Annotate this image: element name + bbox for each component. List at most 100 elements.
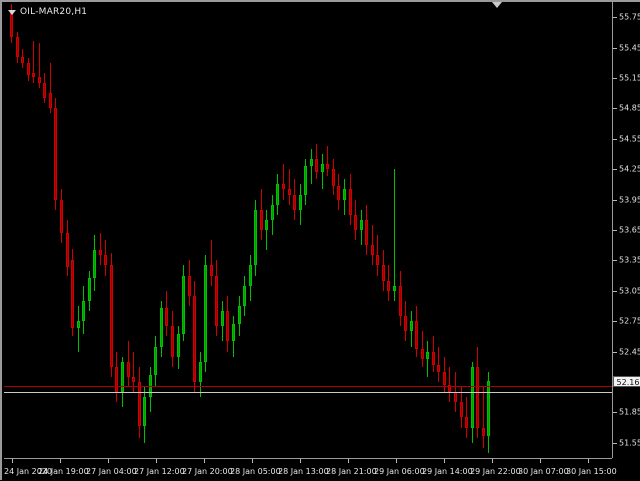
candle-body — [376, 255, 380, 266]
candle-body — [265, 219, 269, 230]
candle-body — [437, 364, 441, 372]
price-axis-tick — [613, 442, 617, 444]
candle-body — [309, 159, 313, 167]
candle-body — [481, 427, 485, 436]
price-axis-label: 53.05 — [619, 286, 640, 296]
candle-body — [93, 250, 97, 278]
price-axis-tick — [613, 138, 617, 140]
candle-body — [126, 361, 130, 377]
candle-body — [82, 300, 86, 322]
price-axis-label: 55.75 — [619, 12, 640, 22]
candle-body — [10, 12, 13, 38]
price-axis-tick — [613, 351, 617, 353]
candle-body — [409, 321, 413, 332]
price-axis-label: 53.35 — [619, 255, 640, 265]
candle-body — [26, 62, 30, 75]
candle-body — [132, 376, 136, 382]
time-axis-label: 27 Jan 12:00 — [134, 467, 185, 476]
time-axis-tick — [156, 459, 157, 463]
candle-body — [182, 275, 186, 335]
time-axis-label: 30 Jan 07:00 — [518, 467, 569, 476]
candle-body — [470, 366, 474, 428]
candle-body — [293, 194, 297, 210]
time-axis-label: 29 Jan 06:00 — [374, 467, 425, 476]
time-axis-tick — [204, 459, 205, 463]
candle-body — [343, 189, 346, 200]
candle-wick — [310, 148, 312, 185]
candle-wick — [133, 351, 135, 393]
triangle-down-marker-icon — [492, 2, 502, 8]
time-axis-tick — [108, 459, 109, 463]
price-axis[interactable]: 55.75 55.45 55.15 54.85 54.55 54.25 53.95 53.65… — [612, 2, 640, 458]
time-axis-label: 30 Jan 15:00 — [566, 467, 617, 476]
candle-body — [204, 265, 208, 362]
ask-line — [4, 392, 612, 394]
candle-body — [259, 209, 263, 230]
candle-wick — [427, 341, 429, 377]
price-axis-tick — [613, 108, 617, 110]
time-axis-label: 28 Jan 13:00 — [278, 467, 329, 476]
chart-plot-area[interactable] — [4, 2, 612, 458]
candle-wick — [77, 306, 79, 352]
candle-body — [54, 108, 58, 200]
time-axis-tick — [348, 459, 349, 463]
candle-body — [320, 164, 324, 173]
candle-body — [198, 361, 202, 382]
time-axis-tick — [12, 459, 13, 463]
candle-wick — [266, 209, 268, 251]
candle-body — [121, 361, 124, 393]
candle-body — [315, 159, 319, 173]
candle-body — [209, 265, 213, 276]
candle-body — [404, 316, 408, 332]
candle-body — [187, 275, 191, 296]
candle-body — [193, 295, 197, 382]
candle-body — [32, 72, 36, 77]
candle-wick — [327, 145, 329, 177]
caret-down-icon[interactable] — [8, 9, 16, 15]
candle-body — [176, 334, 180, 357]
candle-body — [270, 204, 274, 220]
price-axis-label: 52.75 — [619, 316, 640, 326]
time-axis-tick — [444, 459, 445, 463]
candle-body — [104, 255, 108, 266]
candle-wick — [33, 40, 35, 84]
candle-body — [159, 308, 163, 347]
candle-body — [454, 392, 457, 403]
candle-body — [248, 265, 252, 286]
candle-body — [48, 93, 52, 109]
candle-body — [98, 250, 102, 256]
candle-body — [76, 321, 80, 329]
candle-body — [243, 285, 247, 306]
price-axis-label: 55.15 — [619, 73, 640, 83]
candle-body — [331, 169, 335, 187]
price-axis-label: 51.85 — [619, 407, 640, 417]
candle-body — [431, 351, 435, 365]
candle-body — [237, 306, 241, 325]
candle-body — [337, 186, 341, 200]
window-top-border — [2, 0, 640, 2]
candle-body — [170, 326, 174, 357]
candle-body — [154, 346, 158, 375]
price-axis-tick — [613, 321, 617, 323]
price-axis-label: 54.85 — [619, 103, 640, 113]
candle-body — [442, 371, 446, 386]
candle-wick — [393, 169, 395, 301]
time-axis-tick — [492, 459, 493, 463]
time-axis-label: 29 Jan 14:00 — [422, 467, 473, 476]
symbol-selector[interactable]: OIL-MAR20,H1 — [8, 6, 87, 18]
candle-body — [326, 164, 330, 170]
candle-body — [21, 56, 25, 63]
price-axis-label: 53.95 — [619, 195, 640, 205]
candle-body — [420, 348, 424, 359]
candle-body — [359, 219, 363, 230]
candle-body — [232, 324, 235, 342]
candle-body — [215, 275, 219, 327]
candle-wick — [210, 240, 212, 286]
candle-body — [392, 285, 396, 291]
time-axis[interactable]: 24 Jan 2020 24 Jan 19:00 27 Jan 04:00 27 Ja… — [4, 458, 617, 481]
candle-body — [465, 417, 469, 428]
price-axis-tick — [613, 169, 617, 171]
price-axis-tick — [613, 199, 617, 201]
price-axis-tick — [613, 412, 617, 414]
